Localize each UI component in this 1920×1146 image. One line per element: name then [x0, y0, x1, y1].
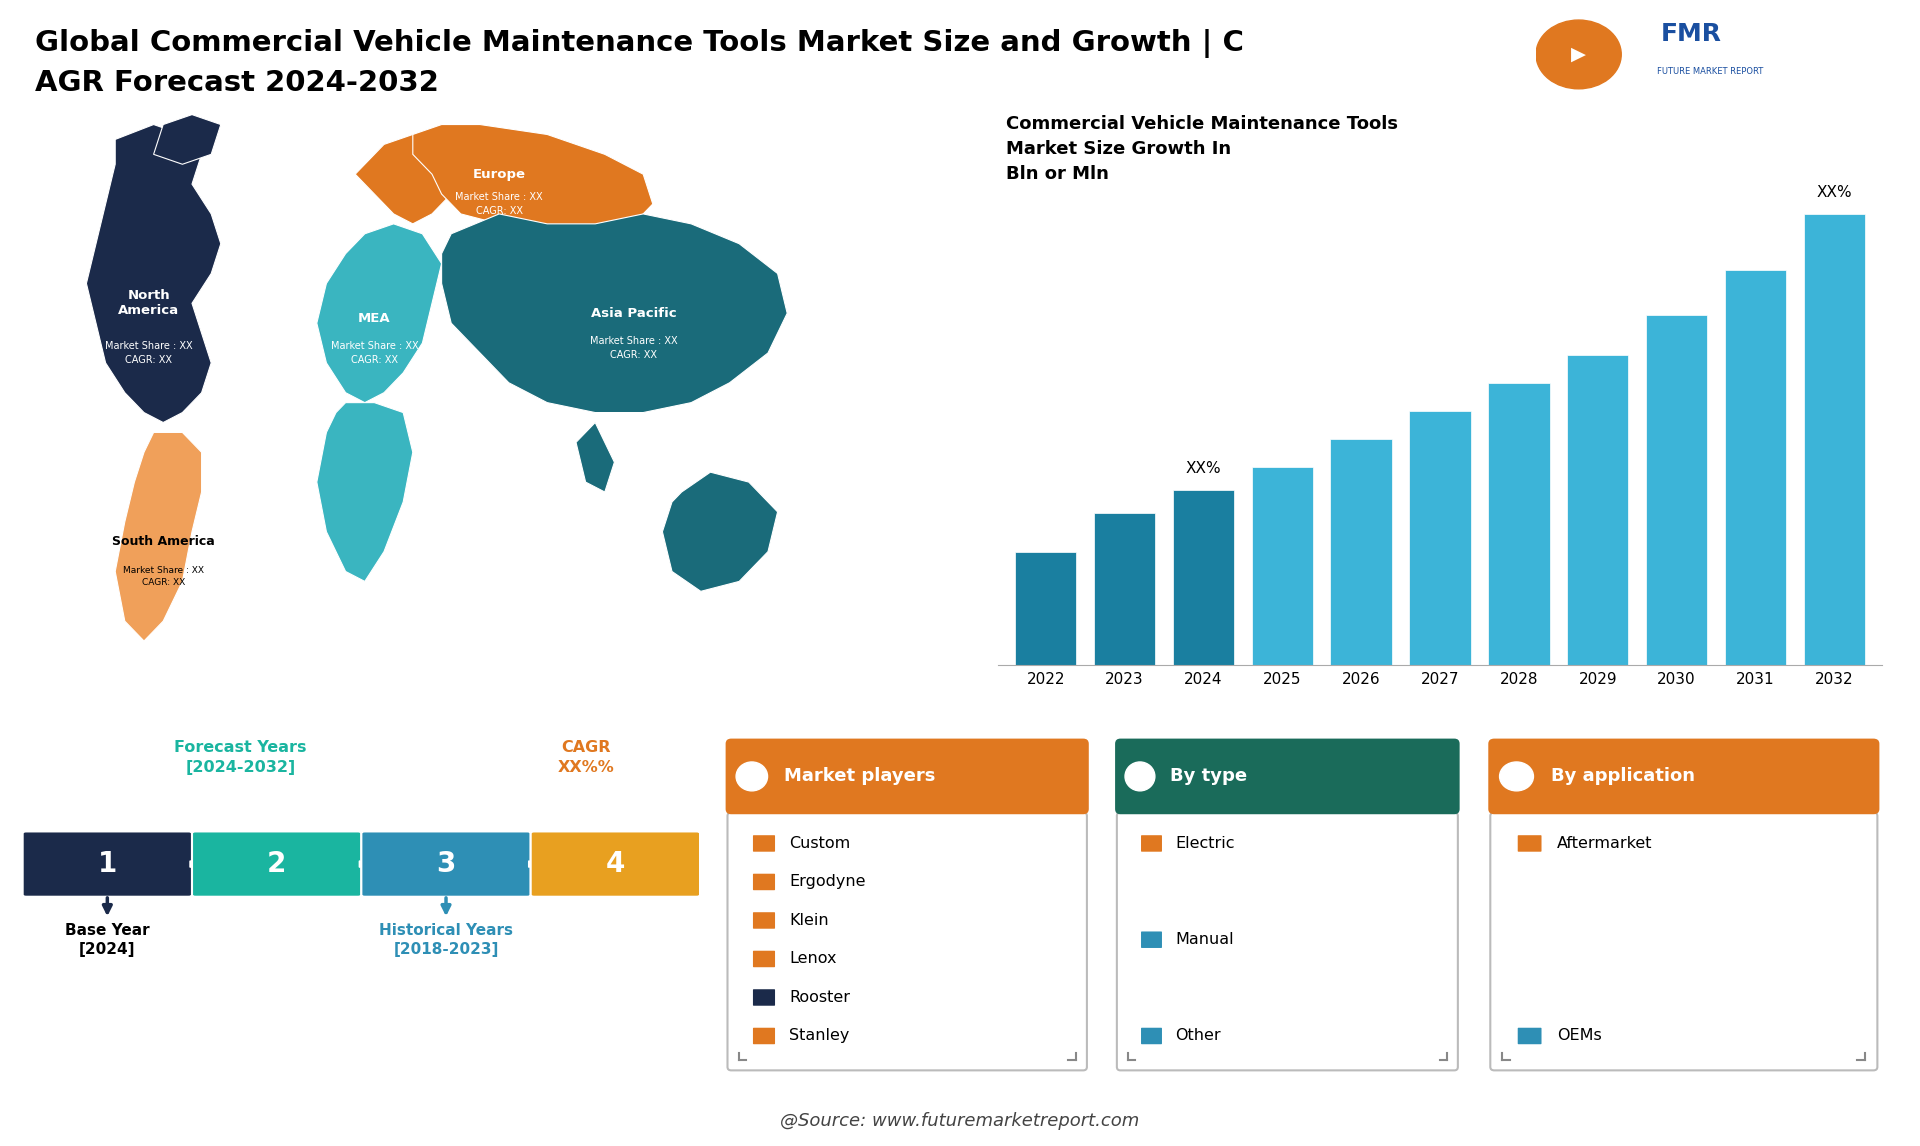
Text: Ergodyne: Ergodyne	[789, 874, 866, 889]
Text: 4: 4	[605, 850, 626, 878]
Text: South America: South America	[111, 535, 215, 548]
Text: XX%: XX%	[1816, 186, 1853, 201]
FancyBboxPatch shape	[753, 989, 776, 1006]
Text: Commercial Vehicle Maintenance Tools
Market Size Growth In
Bln or Mln: Commercial Vehicle Maintenance Tools Mar…	[1006, 115, 1398, 182]
Text: ▶: ▶	[1571, 45, 1586, 64]
Text: CAGR
XX%%: CAGR XX%%	[557, 740, 614, 775]
Polygon shape	[317, 223, 442, 402]
Text: 3: 3	[436, 850, 455, 878]
FancyBboxPatch shape	[1517, 835, 1542, 851]
Text: Market Share : XX
CAGR: XX: Market Share : XX CAGR: XX	[455, 193, 543, 215]
Text: Rooster: Rooster	[789, 990, 851, 1005]
Text: Other: Other	[1175, 1028, 1221, 1044]
FancyBboxPatch shape	[1517, 1028, 1542, 1044]
FancyBboxPatch shape	[1140, 1028, 1162, 1044]
FancyBboxPatch shape	[726, 738, 1089, 814]
Text: By application: By application	[1551, 768, 1695, 785]
Text: Market Share : XX
CAGR: XX: Market Share : XX CAGR: XX	[330, 342, 419, 364]
Bar	[1331, 439, 1392, 665]
Bar	[1173, 490, 1235, 665]
Text: Forecast Years
[2024-2032]: Forecast Years [2024-2032]	[175, 740, 307, 775]
Text: 1: 1	[98, 850, 117, 878]
Text: @Source: www.futuremarketreport.com: @Source: www.futuremarketreport.com	[780, 1112, 1140, 1130]
Polygon shape	[662, 472, 778, 591]
Text: Klein: Klein	[789, 913, 829, 928]
Text: Europe: Europe	[472, 167, 526, 181]
Text: Historical Years
[2018-2023]: Historical Years [2018-2023]	[378, 923, 513, 957]
FancyBboxPatch shape	[728, 813, 1087, 1070]
Polygon shape	[576, 423, 614, 492]
Circle shape	[1500, 762, 1534, 791]
Polygon shape	[154, 115, 221, 164]
Text: Asia Pacific: Asia Pacific	[591, 307, 676, 320]
FancyBboxPatch shape	[1140, 932, 1162, 948]
Text: Aftermarket: Aftermarket	[1557, 835, 1653, 851]
Bar	[1409, 411, 1471, 665]
FancyBboxPatch shape	[1140, 835, 1162, 851]
Polygon shape	[442, 214, 787, 413]
Bar	[1252, 468, 1313, 665]
Text: Manual: Manual	[1175, 932, 1235, 948]
Text: Base Year
[2024]: Base Year [2024]	[65, 923, 150, 957]
Bar	[1488, 383, 1549, 665]
Text: Market Share : XX
CAGR: XX: Market Share : XX CAGR: XX	[123, 566, 204, 587]
Text: Market Share : XX
CAGR: XX: Market Share : XX CAGR: XX	[589, 336, 678, 360]
Bar	[1724, 270, 1786, 665]
FancyBboxPatch shape	[1117, 813, 1457, 1070]
FancyBboxPatch shape	[753, 873, 776, 890]
Polygon shape	[86, 125, 221, 423]
Text: Market players: Market players	[783, 768, 935, 785]
FancyBboxPatch shape	[753, 912, 776, 928]
FancyBboxPatch shape	[530, 832, 701, 896]
FancyBboxPatch shape	[23, 832, 192, 896]
Text: North
America: North America	[119, 289, 179, 317]
Text: FMR: FMR	[1661, 23, 1722, 46]
Text: Lenox: Lenox	[789, 951, 837, 966]
Polygon shape	[115, 432, 202, 641]
Text: OEMs: OEMs	[1557, 1028, 1601, 1044]
Bar	[1803, 214, 1864, 665]
FancyBboxPatch shape	[361, 832, 530, 896]
Bar	[1016, 552, 1077, 665]
Bar	[1094, 512, 1156, 665]
FancyBboxPatch shape	[1490, 813, 1878, 1070]
Bar	[1645, 315, 1707, 665]
Text: By type: By type	[1169, 768, 1248, 785]
Text: Market Share : XX
CAGR: XX: Market Share : XX CAGR: XX	[106, 342, 192, 364]
Text: Global Commercial Vehicle Maintenance Tools Market Size and Growth | C: Global Commercial Vehicle Maintenance To…	[35, 29, 1244, 57]
Text: Custom: Custom	[789, 835, 851, 851]
FancyBboxPatch shape	[1488, 738, 1880, 814]
FancyBboxPatch shape	[192, 832, 361, 896]
Text: FUTURE MARKET REPORT: FUTURE MARKET REPORT	[1657, 68, 1763, 76]
Polygon shape	[317, 402, 413, 581]
Text: 2: 2	[267, 850, 286, 878]
Text: XX%: XX%	[1187, 462, 1221, 477]
Circle shape	[1125, 762, 1154, 791]
Text: MEA: MEA	[359, 312, 390, 324]
Circle shape	[1536, 21, 1620, 88]
FancyBboxPatch shape	[753, 951, 776, 967]
Polygon shape	[355, 134, 461, 223]
FancyBboxPatch shape	[1116, 738, 1459, 814]
Polygon shape	[413, 125, 653, 234]
Text: Electric: Electric	[1175, 835, 1235, 851]
Bar	[1567, 355, 1628, 665]
Circle shape	[735, 762, 768, 791]
FancyBboxPatch shape	[753, 835, 776, 851]
Text: Stanley: Stanley	[789, 1028, 851, 1044]
FancyBboxPatch shape	[753, 1028, 776, 1044]
Text: AGR Forecast 2024-2032: AGR Forecast 2024-2032	[35, 69, 438, 96]
